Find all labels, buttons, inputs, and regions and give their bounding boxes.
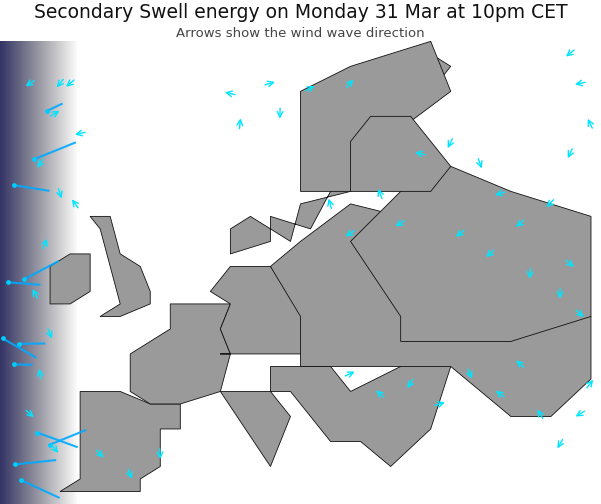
Point [19,275,29,283]
Point [10,461,19,469]
Point [4,278,13,286]
Point [29,155,38,163]
Text: Arrows show the wind wave direction: Arrows show the wind wave direction [176,27,425,39]
Text: Secondary Swell energy on Monday 31 Mar at 10pm CET: Secondary Swell energy on Monday 31 Mar … [34,3,567,22]
Point [16,476,26,484]
Point [32,428,42,436]
Point [0,335,8,343]
Point [14,340,23,348]
Point [9,360,19,368]
Point [43,107,52,115]
Point [45,440,55,449]
Point [9,181,19,189]
